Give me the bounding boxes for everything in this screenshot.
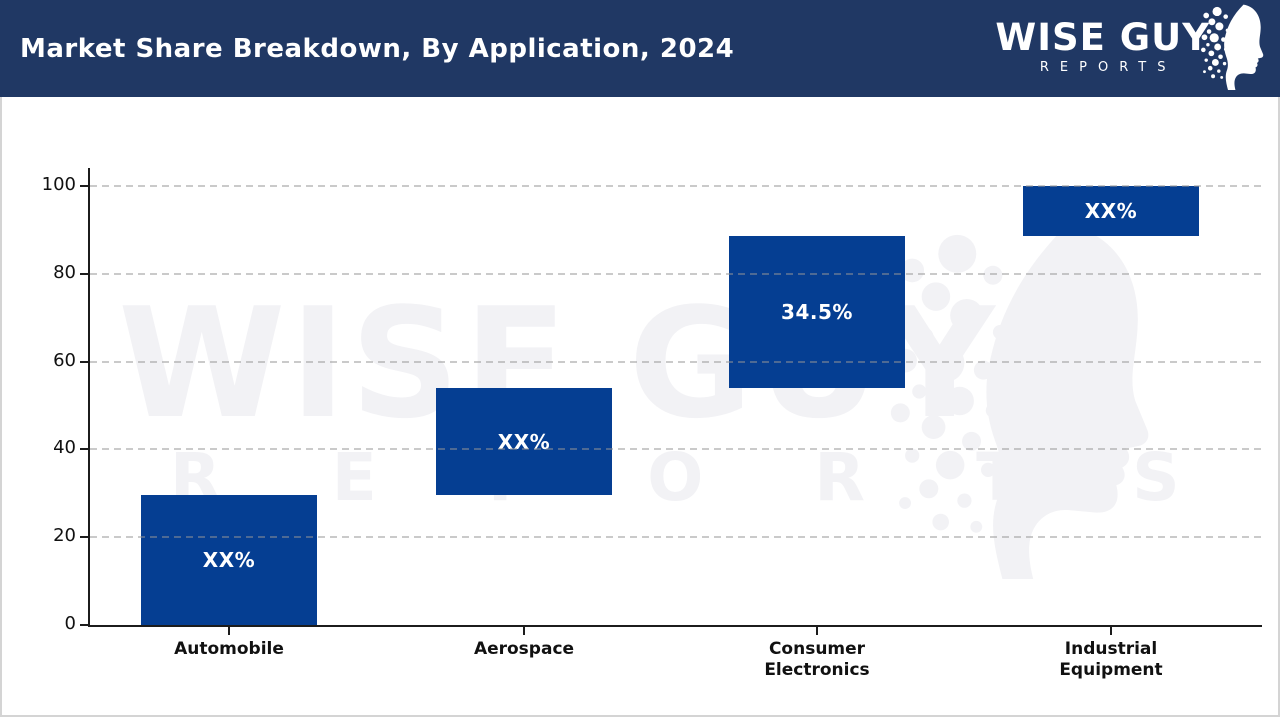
header-bar: Market Share Breakdown, By Application, … [0,0,1280,97]
bar-industrial-equipment: XX% [1023,186,1199,236]
bar-automobile: XX% [141,495,317,625]
gridline-20 [90,536,1262,538]
y-tick-40 [80,448,88,450]
bar-value-label: 34.5% [781,300,853,324]
brand-head-icon [1196,4,1268,90]
gridline-80 [90,273,1262,275]
gridline-60 [90,361,1262,363]
x-category-label-0: Automobile [174,639,284,659]
bar-value-label: XX% [1084,199,1138,223]
watermark-head-icon [868,223,1170,579]
brand-name: WISE GUY [995,16,1210,59]
y-tick-label-60: 60 [53,350,76,371]
gridline-40 [90,448,1262,450]
brand-logo: WISE GUY REPORTS [995,4,1268,90]
x-tick-1 [523,627,525,635]
y-axis-line [88,168,90,627]
bar-aerospace: XX% [436,388,612,495]
chart-title: Market Share Breakdown, By Application, … [20,33,735,64]
gridline-100 [90,185,1262,187]
y-tick-80 [80,273,88,275]
x-category-label-2: Consumer Electronics [764,639,870,680]
brand-subname: REPORTS [1039,60,1177,75]
y-tick-20 [80,536,88,538]
bar-consumer-electronics: 34.5% [729,236,905,388]
x-category-label-1: Aerospace [473,639,575,659]
y-tick-label-0: 0 [64,613,76,634]
bar-value-label: XX% [202,548,256,572]
x-category-label-3: Industrial Equipment [1059,639,1163,680]
y-tick-label-100: 100 [41,174,76,195]
y-tick-60 [80,361,88,363]
y-tick-0 [80,624,88,626]
brand-logo-text: WISE GUY REPORTS [995,17,1210,77]
x-tick-2 [816,627,818,635]
y-tick-100 [80,185,88,187]
y-tick-label-20: 20 [53,525,76,546]
y-tick-label-40: 40 [53,437,76,458]
x-tick-3 [1110,627,1112,635]
y-tick-label-80: 80 [53,262,76,283]
x-tick-0 [228,627,230,635]
x-axis-line [88,625,1262,627]
